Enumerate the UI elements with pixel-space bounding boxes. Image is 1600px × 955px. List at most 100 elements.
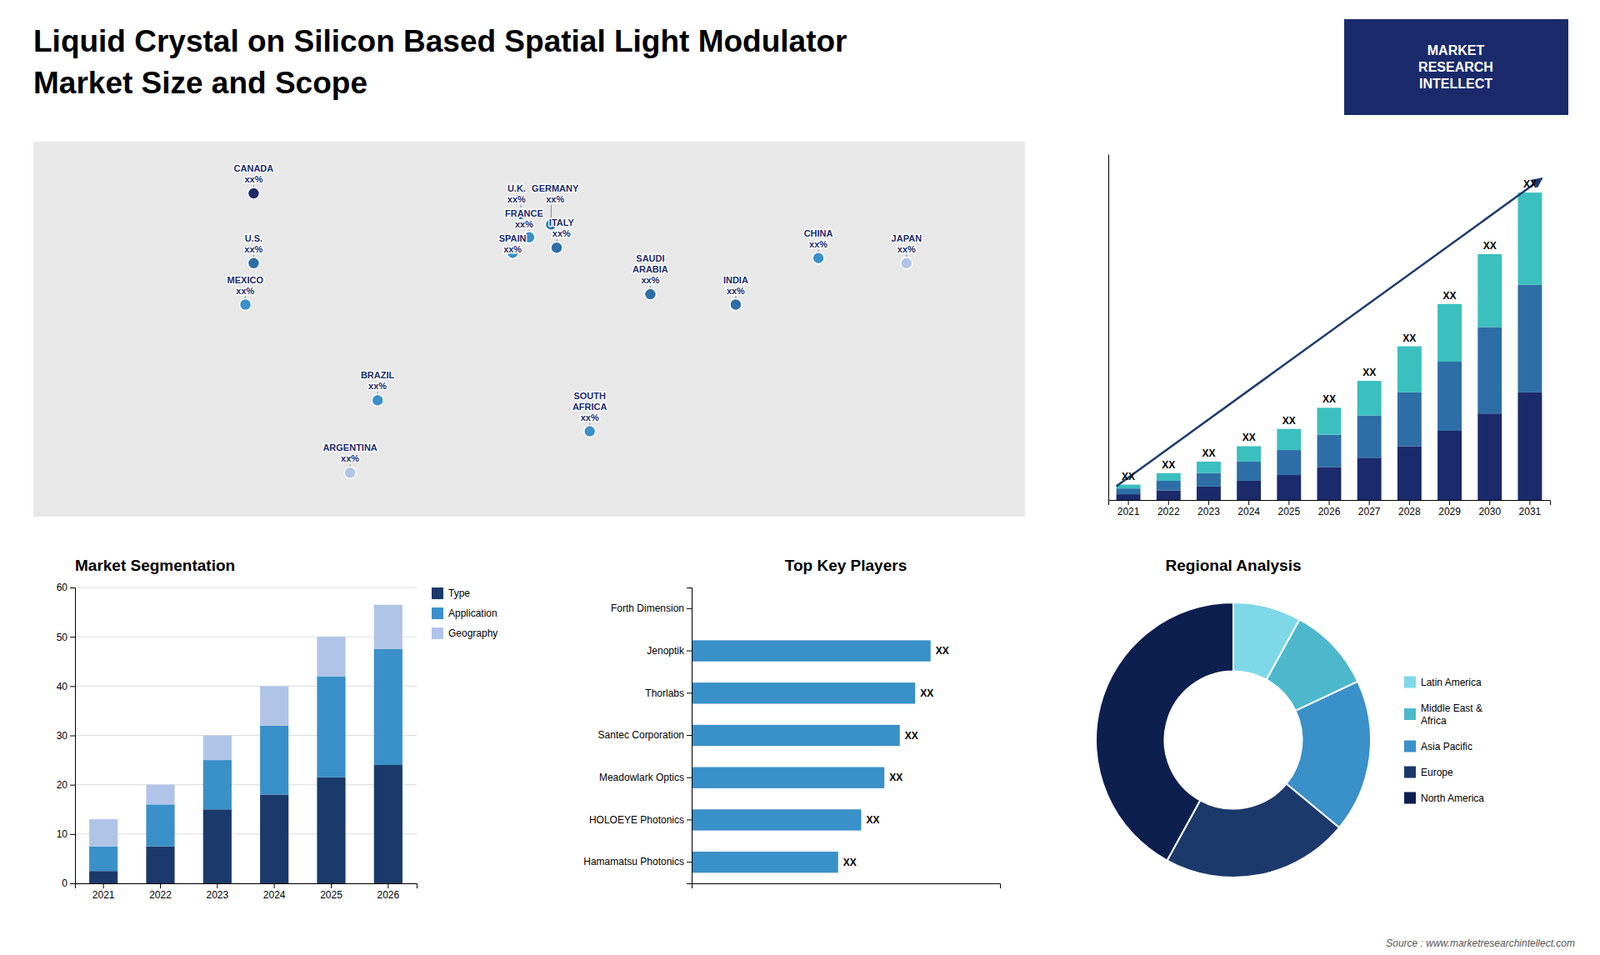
grid-line: [75, 833, 417, 835]
source-note: Source : www.marketresearchintellect.com: [1385, 937, 1575, 950]
tick: 2023: [205, 883, 229, 901]
bar: [691, 851, 839, 873]
bar-annotation: XX: [1121, 470, 1135, 483]
bar: [1116, 494, 1141, 500]
tick-mark: [1529, 500, 1530, 505]
text-line: Latin America: [1420, 676, 1482, 689]
bar: [1477, 413, 1502, 500]
tick: 2027: [1358, 500, 1381, 518]
tick-mark: [103, 883, 105, 889]
data-label: XX: [905, 730, 919, 742]
trend-arrow: [1116, 178, 1543, 486]
map-label: BRAZILxx%: [360, 370, 395, 391]
tick-label: Thorlabs: [645, 687, 685, 700]
bar: [1357, 457, 1382, 500]
bar: [1236, 461, 1261, 481]
legend-swatch: [1404, 766, 1416, 779]
text-line: INDIA: [723, 275, 749, 285]
bar-annotation: XX: [1201, 447, 1215, 460]
axis-line: [686, 588, 693, 885]
legend-swatch: [1404, 792, 1416, 805]
map-point: [644, 288, 656, 300]
bar: [316, 636, 345, 676]
axis-line: [692, 884, 1001, 890]
tick: Forth Dimension: [610, 602, 692, 615]
legend-label: Asia Pacific: [1420, 740, 1473, 753]
legend: Latin AmericaMiddle East &AfricaAsia Pac…: [1404, 676, 1485, 805]
tick-label: 2028: [1398, 505, 1421, 518]
legend-label: North America: [1420, 792, 1485, 805]
tick-label: 2026: [1318, 505, 1341, 518]
bar: [1517, 285, 1542, 393]
page: Liquid Crystal on Silicon Based Spatial …: [0, 0, 1600, 955]
bar: [145, 785, 175, 805]
logo-text: MARKETRESEARCHINTELLECT: [1418, 43, 1494, 91]
marks: [240, 187, 913, 479]
grid: [75, 587, 417, 884]
legend: TypeApplicationGeography: [431, 587, 498, 640]
bar: [1437, 304, 1462, 362]
text-line: FRANCE: [505, 208, 544, 219]
tick-label: 2023: [205, 889, 229, 901]
tick-label: Santec Corporation: [598, 729, 685, 741]
legend-swatch: [1404, 676, 1416, 689]
text-line: U.K.: [507, 183, 526, 194]
tick-mark: [1369, 500, 1370, 505]
text-line: xx%: [503, 244, 522, 255]
map-background: [33, 141, 1025, 517]
tick-label: 2027: [1358, 505, 1381, 518]
text-line: BRAZIL: [360, 370, 395, 380]
tick-mark: [1449, 500, 1450, 505]
tick: 2021: [1117, 500, 1140, 518]
axis: 2021202220232024202520262027202820292030…: [1109, 500, 1551, 518]
tick-label: 2025: [320, 889, 343, 901]
tick-label: 40: [56, 680, 69, 693]
axis: 202120222023202420252026: [75, 883, 418, 901]
text-line: xx%: [235, 285, 255, 296]
legend-swatch: [1404, 740, 1416, 753]
tick: 2025: [320, 883, 343, 901]
data-label: XX: [920, 687, 934, 700]
bar: [1397, 346, 1422, 393]
tick-mark: [160, 883, 161, 889]
bar-annotation: XX: [1161, 459, 1175, 471]
tick-label: 2021: [1117, 505, 1140, 518]
tick-mark: [686, 650, 692, 652]
tick-mark: [1208, 500, 1210, 505]
text-line: xx%: [368, 380, 387, 391]
map-label: SOUTHAFRICAxx%: [572, 390, 608, 423]
tick-mark: [686, 861, 692, 863]
bar: [1116, 485, 1141, 490]
tick-mark: [686, 777, 692, 779]
bar: [1116, 488, 1141, 495]
leader-lines: [245, 185, 907, 473]
chart-title: Regional Analysis: [1165, 556, 1302, 575]
map-point: [371, 394, 384, 406]
tick-label: 0: [61, 877, 68, 890]
tick-mark: [70, 587, 75, 589]
map-label: SPAINxx%: [499, 233, 527, 255]
tick-mark: [330, 883, 332, 889]
tick-label: 50: [56, 631, 69, 644]
bar: [1196, 461, 1221, 474]
bar: [145, 846, 175, 884]
bar: [691, 725, 900, 746]
tick-mark: [70, 785, 75, 786]
grid-line: [75, 735, 417, 736]
map-point: [730, 299, 742, 311]
tick: Jenoptik: [646, 645, 692, 657]
legend-label: Latin America: [1420, 676, 1482, 689]
tick-mark: [686, 735, 692, 736]
tick-mark: [1329, 500, 1330, 505]
bar: [1156, 473, 1181, 481]
legend-swatch: [1404, 708, 1416, 720]
bar: [260, 795, 289, 885]
bar-annotation: XX: [1242, 431, 1256, 444]
bar: [691, 809, 862, 830]
axis-line: [1108, 155, 1110, 501]
tick-label: 20: [56, 779, 69, 791]
bar: [1276, 450, 1301, 475]
text-line: xx%: [340, 453, 360, 464]
tick: 2024: [1237, 500, 1260, 518]
tick: 2026: [376, 883, 400, 901]
